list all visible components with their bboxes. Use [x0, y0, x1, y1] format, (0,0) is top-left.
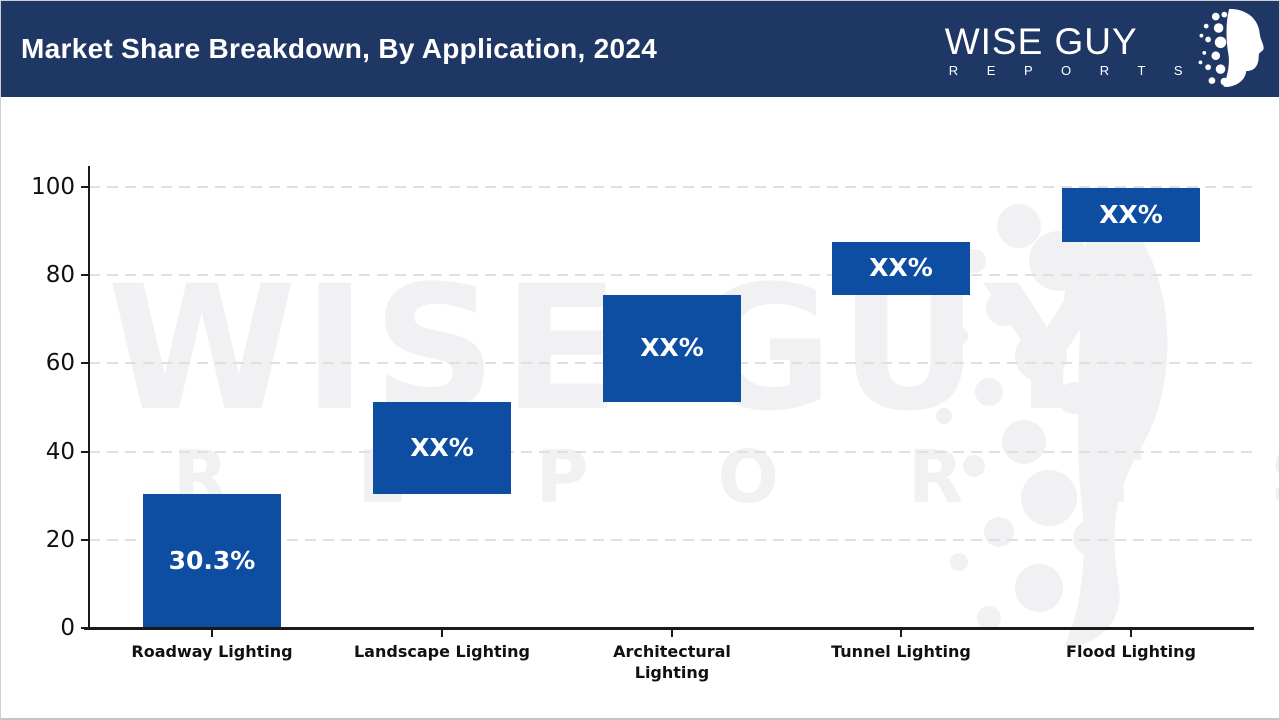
- logo-text: WISE GUY R E P O R T S: [945, 23, 1195, 77]
- y-axis-tick-label: 20: [45, 526, 75, 553]
- bar-architectural-lighting: [603, 294, 741, 402]
- y-axis-tick-label: 40: [45, 438, 75, 465]
- x-axis-category-label: Architectural Lighting: [613, 642, 731, 683]
- y-axis-tick-label: 100: [31, 174, 75, 200]
- x-axis-line: [84, 627, 1254, 630]
- wise-guy-reports-logo: WISE GUY R E P O R T S: [945, 7, 1267, 93]
- y-axis-tick-label: 80: [45, 262, 75, 289]
- y-axis-tick: [81, 450, 88, 453]
- y-axis-tick: [81, 362, 88, 365]
- x-axis-tick: [441, 629, 443, 637]
- y-axis-line: [88, 166, 90, 630]
- chart-plot-area: 0 20 40 60 80 100 30.3% Roadway Lighting XX% Land…: [1, 97, 1279, 718]
- logo-wiseguy-label: WISE GUY: [944, 21, 1138, 62]
- y-axis-tick-label: 60: [45, 350, 75, 377]
- x-axis-category-label: Landscape Lighting: [353, 642, 530, 661]
- y-axis-tick: [81, 186, 88, 188]
- bar-value-label-landscape-lighting: XX%: [410, 433, 474, 463]
- watermark-head-dots-icon: [936, 186, 1168, 646]
- page-title: Market Share Breakdown, By Application, …: [21, 33, 658, 64]
- bar-value-label-roadway-lighting: 30.3%: [168, 546, 256, 576]
- bar-flood-lighting: [1062, 187, 1200, 243]
- gridline-20: [89, 538, 1254, 541]
- bar-value-label-tunnel-lighting: XX%: [869, 253, 933, 283]
- x-axis-tick: [1130, 629, 1132, 637]
- gridline-40: [89, 450, 1254, 453]
- y-axis-tick: [81, 274, 88, 277]
- x-axis-tick: [900, 629, 902, 637]
- gridline-80: [89, 274, 1254, 277]
- y-axis-tick-label: 0: [60, 615, 75, 641]
- x-axis-tick: [671, 629, 673, 637]
- logo-head-dots-icon: [1198, 8, 1264, 88]
- bar-value-label-flood-lighting: XX%: [1099, 200, 1163, 229]
- bar-tunnel-lighting: [832, 242, 970, 295]
- logo-reports-label: R E P O R T S: [948, 63, 1195, 78]
- y-axis-tick: [81, 627, 88, 629]
- x-axis-category-label: Tunnel Lighting: [831, 642, 971, 661]
- bar-landscape-lighting: [373, 401, 511, 495]
- x-axis-category-label: Roadway Lighting: [131, 642, 293, 661]
- y-axis-tick: [81, 538, 88, 541]
- gridline-100: [89, 186, 1254, 188]
- bar-value-label-architectural-lighting: XX%: [640, 333, 704, 363]
- header-bar: Market Share Breakdown, By Application, …: [1, 1, 1279, 97]
- x-axis-tick: [211, 629, 213, 637]
- bar-roadway-lighting: [143, 494, 281, 628]
- x-axis-category-label: Flood Lighting: [1066, 642, 1196, 661]
